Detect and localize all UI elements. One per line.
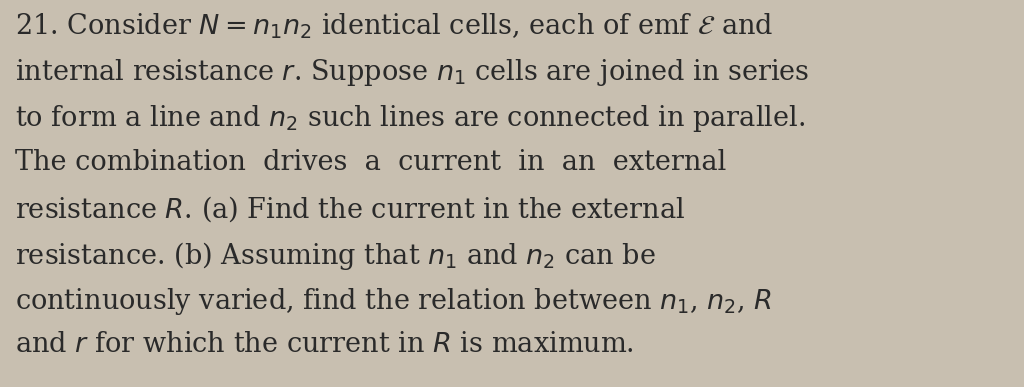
Text: The combination  drives  a  current  in  an  external: The combination drives a current in an e… (15, 149, 727, 176)
Text: to form a line and $n_2$ such lines are connected in parallel.: to form a line and $n_2$ such lines are … (15, 103, 806, 134)
Text: resistance. (b) Assuming that $n_1$ and $n_2$ can be: resistance. (b) Assuming that $n_1$ and … (15, 240, 656, 272)
Text: resistance $R$. (a) Find the current in the external: resistance $R$. (a) Find the current in … (15, 194, 686, 224)
Text: 21. Consider $N=n_1n_2$ identical cells, each of emf $\mathcal{E}$ and: 21. Consider $N=n_1n_2$ identical cells,… (15, 12, 774, 41)
Text: and $r$ for which the current in $R$ is maximum.: and $r$ for which the current in $R$ is … (15, 331, 634, 358)
Text: internal resistance $r$. Suppose $n_1$ cells are joined in series: internal resistance $r$. Suppose $n_1$ c… (15, 57, 810, 88)
Text: continuously varied, find the relation between $n_1$, $n_2$, $R$: continuously varied, find the relation b… (15, 286, 773, 317)
